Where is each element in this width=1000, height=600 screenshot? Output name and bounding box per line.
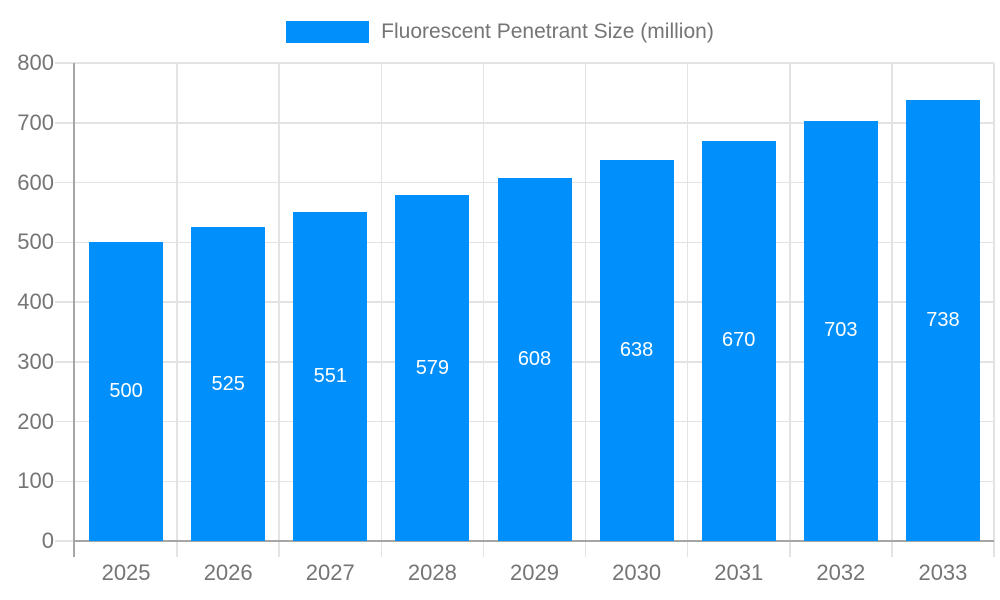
bar-value-label: 525 bbox=[211, 372, 245, 395]
y-axis-tick-label: 100 bbox=[17, 468, 54, 494]
legend-swatch-icon bbox=[286, 21, 370, 43]
x-gridline bbox=[278, 63, 280, 557]
y-axis-tick-label: 600 bbox=[17, 169, 54, 195]
bar-2028[interactable]: 579 bbox=[395, 195, 470, 541]
x-gridline bbox=[686, 63, 689, 557]
bar-value-label: 670 bbox=[722, 329, 756, 352]
bar-2026[interactable]: 525 bbox=[191, 227, 266, 541]
x-gridline bbox=[584, 63, 587, 557]
y-axis-tick-label: 400 bbox=[17, 289, 54, 314]
bar-2030[interactable]: 638 bbox=[599, 159, 674, 541]
x-gridline bbox=[176, 63, 178, 557]
x-axis-tick-label: 2031 bbox=[714, 560, 764, 585]
y-gridline bbox=[55, 62, 994, 64]
bar-value-label: 500 bbox=[109, 380, 143, 403]
x-axis-tick-label: 2027 bbox=[305, 560, 355, 585]
bar-2032[interactable]: 703 bbox=[803, 120, 878, 541]
y-axis-line bbox=[73, 63, 75, 557]
x-gridline bbox=[789, 63, 791, 557]
x-gridline bbox=[891, 63, 893, 557]
bar-value-label: 551 bbox=[313, 364, 347, 387]
bar-value-label: 608 bbox=[517, 347, 552, 370]
bar-value-label: 638 bbox=[619, 338, 654, 361]
y-axis-tick-label: 0 bbox=[41, 528, 54, 553]
y-axis-tick-label: 700 bbox=[17, 109, 54, 135]
x-axis-tick-label: 2033 bbox=[918, 560, 968, 585]
x-gridline bbox=[380, 63, 383, 557]
legend-label: Fluorescent Penetrant Size (million) bbox=[381, 20, 714, 43]
x-axis-tick-label: 2030 bbox=[612, 560, 662, 585]
x-gridline bbox=[482, 63, 485, 557]
x-gridline bbox=[993, 63, 995, 557]
y-axis-tick-label: 500 bbox=[17, 229, 54, 255]
bar-2029[interactable]: 608 bbox=[497, 177, 572, 541]
y-axis-tick-label: 200 bbox=[17, 408, 54, 434]
bar-value-label: 579 bbox=[415, 356, 450, 379]
y-axis-tick-label: 800 bbox=[17, 50, 54, 75]
bar-2025[interactable]: 500 bbox=[89, 242, 164, 541]
y-axis-tick-label: 300 bbox=[17, 348, 54, 374]
x-axis-tick-label: 2025 bbox=[101, 560, 151, 585]
x-axis-tick-label: 2032 bbox=[816, 560, 866, 585]
x-axis-tick-label: 2026 bbox=[203, 560, 253, 585]
x-axis-tick-label: 2028 bbox=[407, 560, 457, 585]
bar-value-label: 738 bbox=[926, 309, 960, 331]
bar-2033[interactable]: 738 bbox=[905, 100, 980, 541]
y-gridline bbox=[55, 122, 994, 124]
bar-2031[interactable]: 670 bbox=[701, 140, 776, 541]
x-axis-tick-label: 2029 bbox=[510, 560, 559, 585]
legend-item[interactable]: Fluorescent Penetrant Size (million) bbox=[0, 20, 1000, 44]
bar-value-label: 703 bbox=[824, 319, 858, 342]
bar-2027[interactable]: 551 bbox=[293, 211, 368, 541]
